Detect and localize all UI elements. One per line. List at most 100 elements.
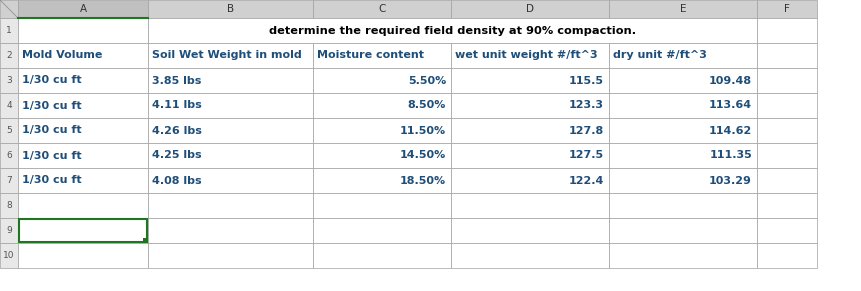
Bar bbox=[18, 143, 148, 168]
Bar bbox=[451, 0, 609, 18]
Bar bbox=[451, 93, 609, 118]
Bar bbox=[0, 168, 18, 193]
Text: 4.25 lbs: 4.25 lbs bbox=[152, 150, 201, 161]
Bar bbox=[757, 68, 817, 93]
Bar bbox=[18, 218, 148, 243]
Text: 5.50%: 5.50% bbox=[408, 75, 446, 86]
Bar bbox=[313, 118, 451, 143]
Text: B: B bbox=[227, 4, 234, 14]
Bar bbox=[451, 118, 609, 143]
Text: 127.8: 127.8 bbox=[569, 125, 604, 136]
Bar bbox=[19, 219, 147, 242]
Bar bbox=[18, 0, 148, 18]
Bar bbox=[148, 118, 313, 143]
Bar bbox=[609, 243, 757, 268]
Text: 1/30 cu ft: 1/30 cu ft bbox=[22, 175, 82, 185]
Text: 8: 8 bbox=[6, 201, 12, 210]
Bar bbox=[451, 68, 609, 93]
Text: 1: 1 bbox=[6, 26, 12, 35]
Text: 122.4: 122.4 bbox=[568, 175, 604, 185]
Bar bbox=[0, 243, 18, 268]
Text: E: E bbox=[679, 4, 686, 14]
Text: 3: 3 bbox=[6, 76, 12, 85]
Text: wet unit weight #/ft^3: wet unit weight #/ft^3 bbox=[455, 51, 598, 61]
Text: 1/30 cu ft: 1/30 cu ft bbox=[22, 100, 82, 111]
Bar bbox=[0, 218, 18, 243]
Text: 103.29: 103.29 bbox=[709, 175, 752, 185]
Bar bbox=[757, 18, 817, 43]
Bar bbox=[609, 118, 757, 143]
Bar bbox=[757, 93, 817, 118]
Bar bbox=[451, 218, 609, 243]
Bar bbox=[313, 218, 451, 243]
Bar bbox=[313, 93, 451, 118]
Text: 114.62: 114.62 bbox=[709, 125, 752, 136]
Bar bbox=[757, 168, 817, 193]
Text: 4.11 lbs: 4.11 lbs bbox=[152, 100, 201, 111]
Bar bbox=[148, 143, 313, 168]
Text: 11.50%: 11.50% bbox=[400, 125, 446, 136]
Bar bbox=[18, 168, 148, 193]
Bar bbox=[313, 0, 451, 18]
Bar bbox=[0, 93, 18, 118]
Bar bbox=[148, 243, 313, 268]
Bar bbox=[451, 243, 609, 268]
Bar bbox=[0, 143, 18, 168]
Text: 2: 2 bbox=[6, 51, 12, 60]
Text: D: D bbox=[526, 4, 534, 14]
Bar bbox=[0, 18, 18, 43]
Bar bbox=[18, 243, 148, 268]
Bar bbox=[757, 218, 817, 243]
Text: dry unit #/ft^3: dry unit #/ft^3 bbox=[613, 51, 707, 61]
Bar bbox=[609, 93, 757, 118]
Text: 6: 6 bbox=[6, 151, 12, 160]
Bar bbox=[451, 168, 609, 193]
Bar bbox=[609, 0, 757, 18]
Bar bbox=[757, 143, 817, 168]
Bar bbox=[609, 43, 757, 68]
Bar bbox=[757, 193, 817, 218]
Text: 4: 4 bbox=[6, 101, 12, 110]
Bar bbox=[757, 243, 817, 268]
Bar bbox=[148, 193, 313, 218]
Bar bbox=[18, 18, 148, 43]
Text: 4.08 lbs: 4.08 lbs bbox=[152, 175, 201, 185]
Bar bbox=[148, 218, 313, 243]
Bar bbox=[0, 193, 18, 218]
Bar bbox=[451, 193, 609, 218]
Text: 9: 9 bbox=[6, 226, 12, 235]
Text: F: F bbox=[784, 4, 790, 14]
Bar bbox=[18, 43, 148, 68]
Bar bbox=[0, 43, 18, 68]
Text: 111.35: 111.35 bbox=[709, 150, 752, 161]
Bar bbox=[18, 118, 148, 143]
Text: Moisture content: Moisture content bbox=[317, 51, 424, 61]
Bar bbox=[757, 0, 817, 18]
Bar bbox=[148, 68, 313, 93]
Text: 8.50%: 8.50% bbox=[407, 100, 446, 111]
Bar bbox=[313, 243, 451, 268]
Text: 1/30 cu ft: 1/30 cu ft bbox=[22, 125, 82, 136]
Bar bbox=[313, 168, 451, 193]
Bar bbox=[0, 0, 18, 18]
Text: 7: 7 bbox=[6, 176, 12, 185]
Text: 1/30 cu ft: 1/30 cu ft bbox=[22, 75, 82, 86]
Bar bbox=[148, 168, 313, 193]
Text: Soil Wet Weight in mold: Soil Wet Weight in mold bbox=[152, 51, 301, 61]
Bar bbox=[757, 118, 817, 143]
Text: Mold Volume: Mold Volume bbox=[22, 51, 102, 61]
Bar bbox=[313, 143, 451, 168]
Bar bbox=[451, 143, 609, 168]
Text: C: C bbox=[378, 4, 386, 14]
Text: 5: 5 bbox=[6, 126, 12, 135]
Bar bbox=[313, 43, 451, 68]
Bar bbox=[148, 93, 313, 118]
Bar bbox=[18, 93, 148, 118]
Text: 127.5: 127.5 bbox=[569, 150, 604, 161]
Text: 115.5: 115.5 bbox=[569, 75, 604, 86]
Text: 3.85 lbs: 3.85 lbs bbox=[152, 75, 201, 86]
Text: determine the required field density at 90% compaction.: determine the required field density at … bbox=[269, 26, 636, 36]
Text: 109.48: 109.48 bbox=[709, 75, 752, 86]
Bar bbox=[757, 43, 817, 68]
Bar bbox=[609, 168, 757, 193]
